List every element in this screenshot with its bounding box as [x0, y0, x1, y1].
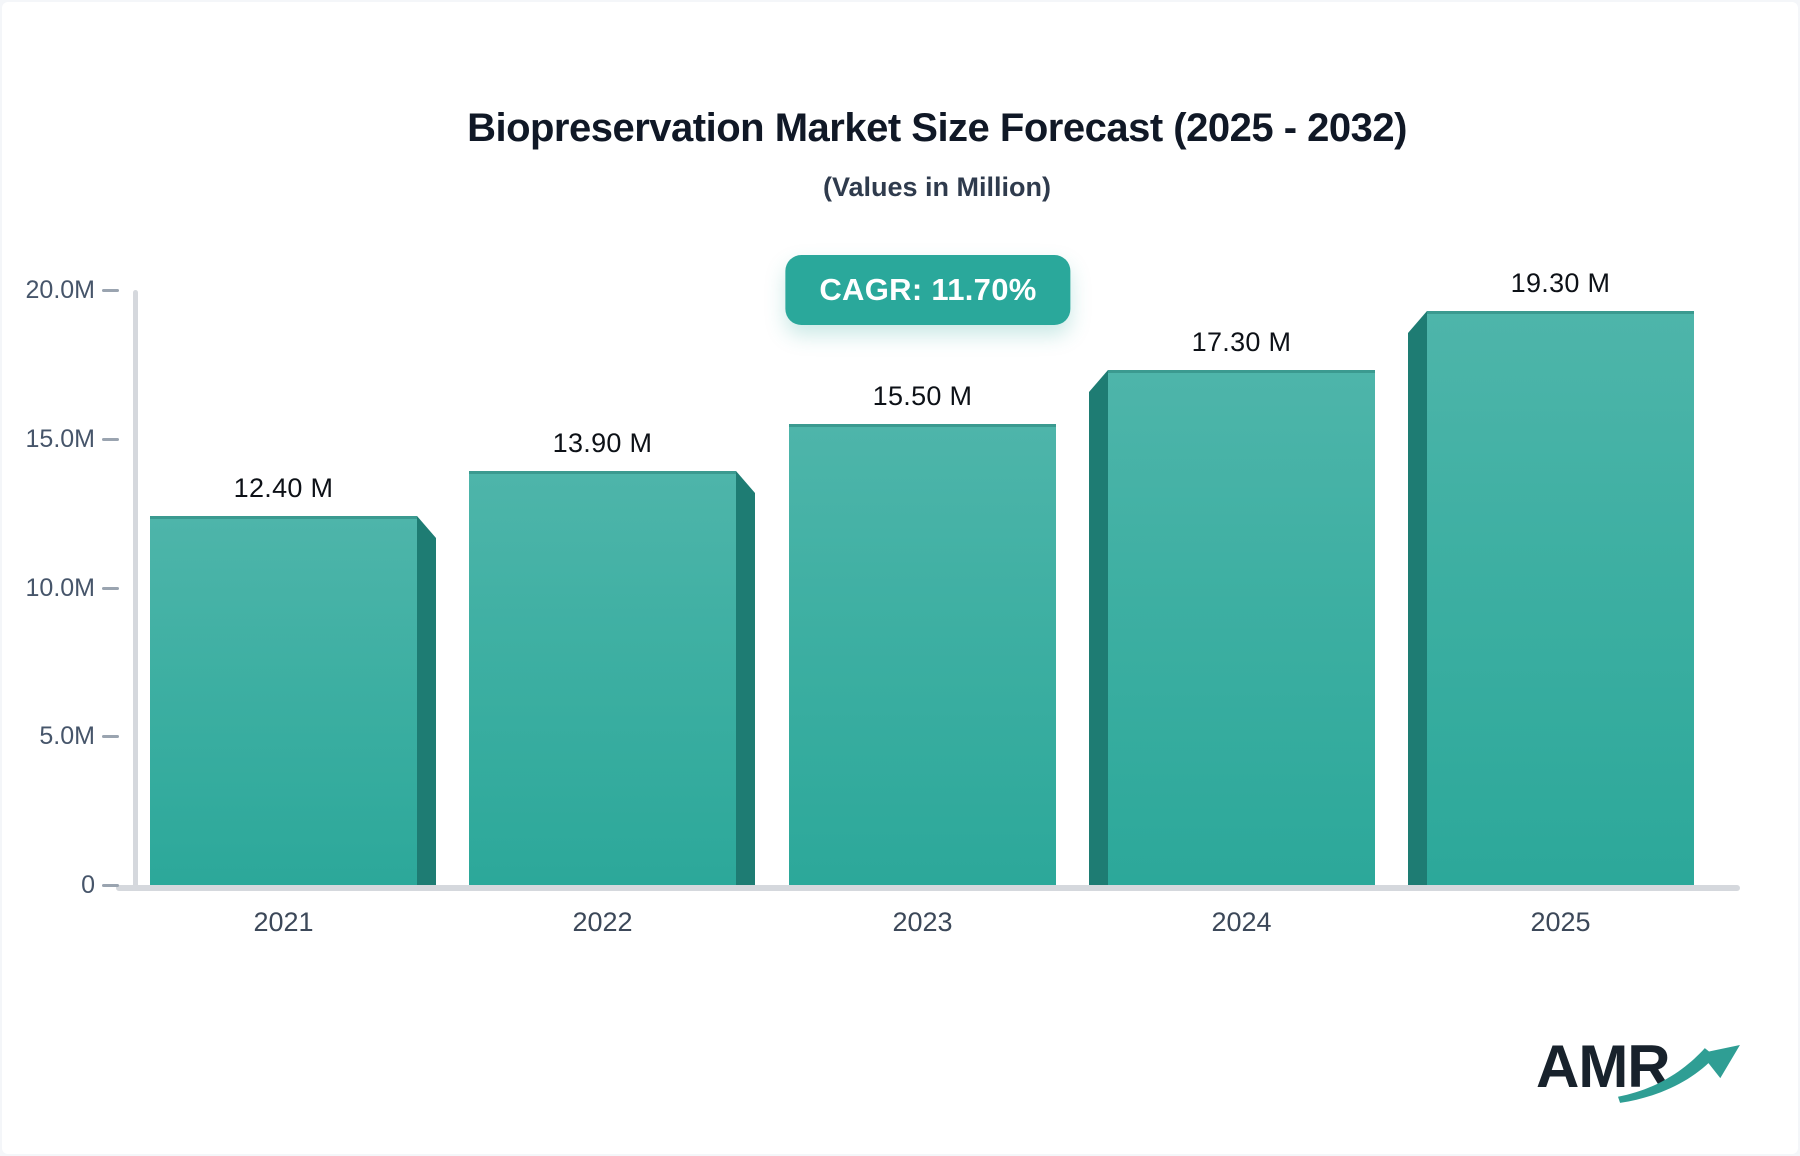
- growth-arrow-icon: [1618, 1045, 1740, 1103]
- x-tick-label-2021: 2021: [253, 907, 314, 937]
- y-tick-mark: [102, 587, 119, 590]
- bar-2025: [1427, 311, 1694, 885]
- bar-value-label: 12.40 M: [233, 473, 334, 503]
- y-tick-mark: [102, 289, 119, 292]
- bar-value-label: 17.30 M: [1191, 327, 1292, 357]
- x-tick-label-2024: 2024: [1211, 907, 1272, 937]
- bar-2021: [150, 516, 417, 885]
- chart-title: Biopreservation Market Size Forecast (20…: [467, 106, 1407, 150]
- y-tick-label: 5.0M: [39, 722, 95, 750]
- y-axis-line: [133, 290, 138, 891]
- cagr-badge: CAGR: 11.70%: [785, 255, 1071, 325]
- bar-value-label: 15.50 M: [872, 381, 973, 411]
- bar-2022: [469, 471, 736, 885]
- y-tick-label: 0: [81, 871, 95, 899]
- y-tick-label: 20.0M: [25, 276, 95, 304]
- x-tick-label-2023: 2023: [892, 907, 953, 937]
- x-tick-label-2022: 2022: [572, 907, 633, 937]
- y-tick-label: 15.0M: [25, 425, 95, 453]
- bar-value-label: 19.30 M: [1510, 268, 1611, 298]
- bar-2024: [1108, 370, 1375, 885]
- chart-subtitle: (Values in Million): [822, 172, 1052, 202]
- bar-value-label: 13.90 M: [552, 428, 653, 458]
- bar-3d-edge: [1408, 311, 1427, 885]
- x-axis-line: [116, 885, 1740, 891]
- bar-3d-edge: [1089, 370, 1108, 885]
- bar-3d-edge: [736, 471, 755, 885]
- bar-3d-edge: [417, 516, 436, 885]
- y-tick-mark: [102, 438, 119, 441]
- y-tick-label: 10.0M: [25, 574, 95, 602]
- y-tick-mark: [102, 884, 119, 887]
- amr-logo: AMR: [1522, 1024, 1752, 1124]
- x-tick-label-2025: 2025: [1530, 907, 1591, 937]
- y-tick-mark: [102, 735, 119, 738]
- bar-2023: [789, 424, 1056, 885]
- cagr-badge-label: CAGR: 11.70%: [819, 272, 1037, 307]
